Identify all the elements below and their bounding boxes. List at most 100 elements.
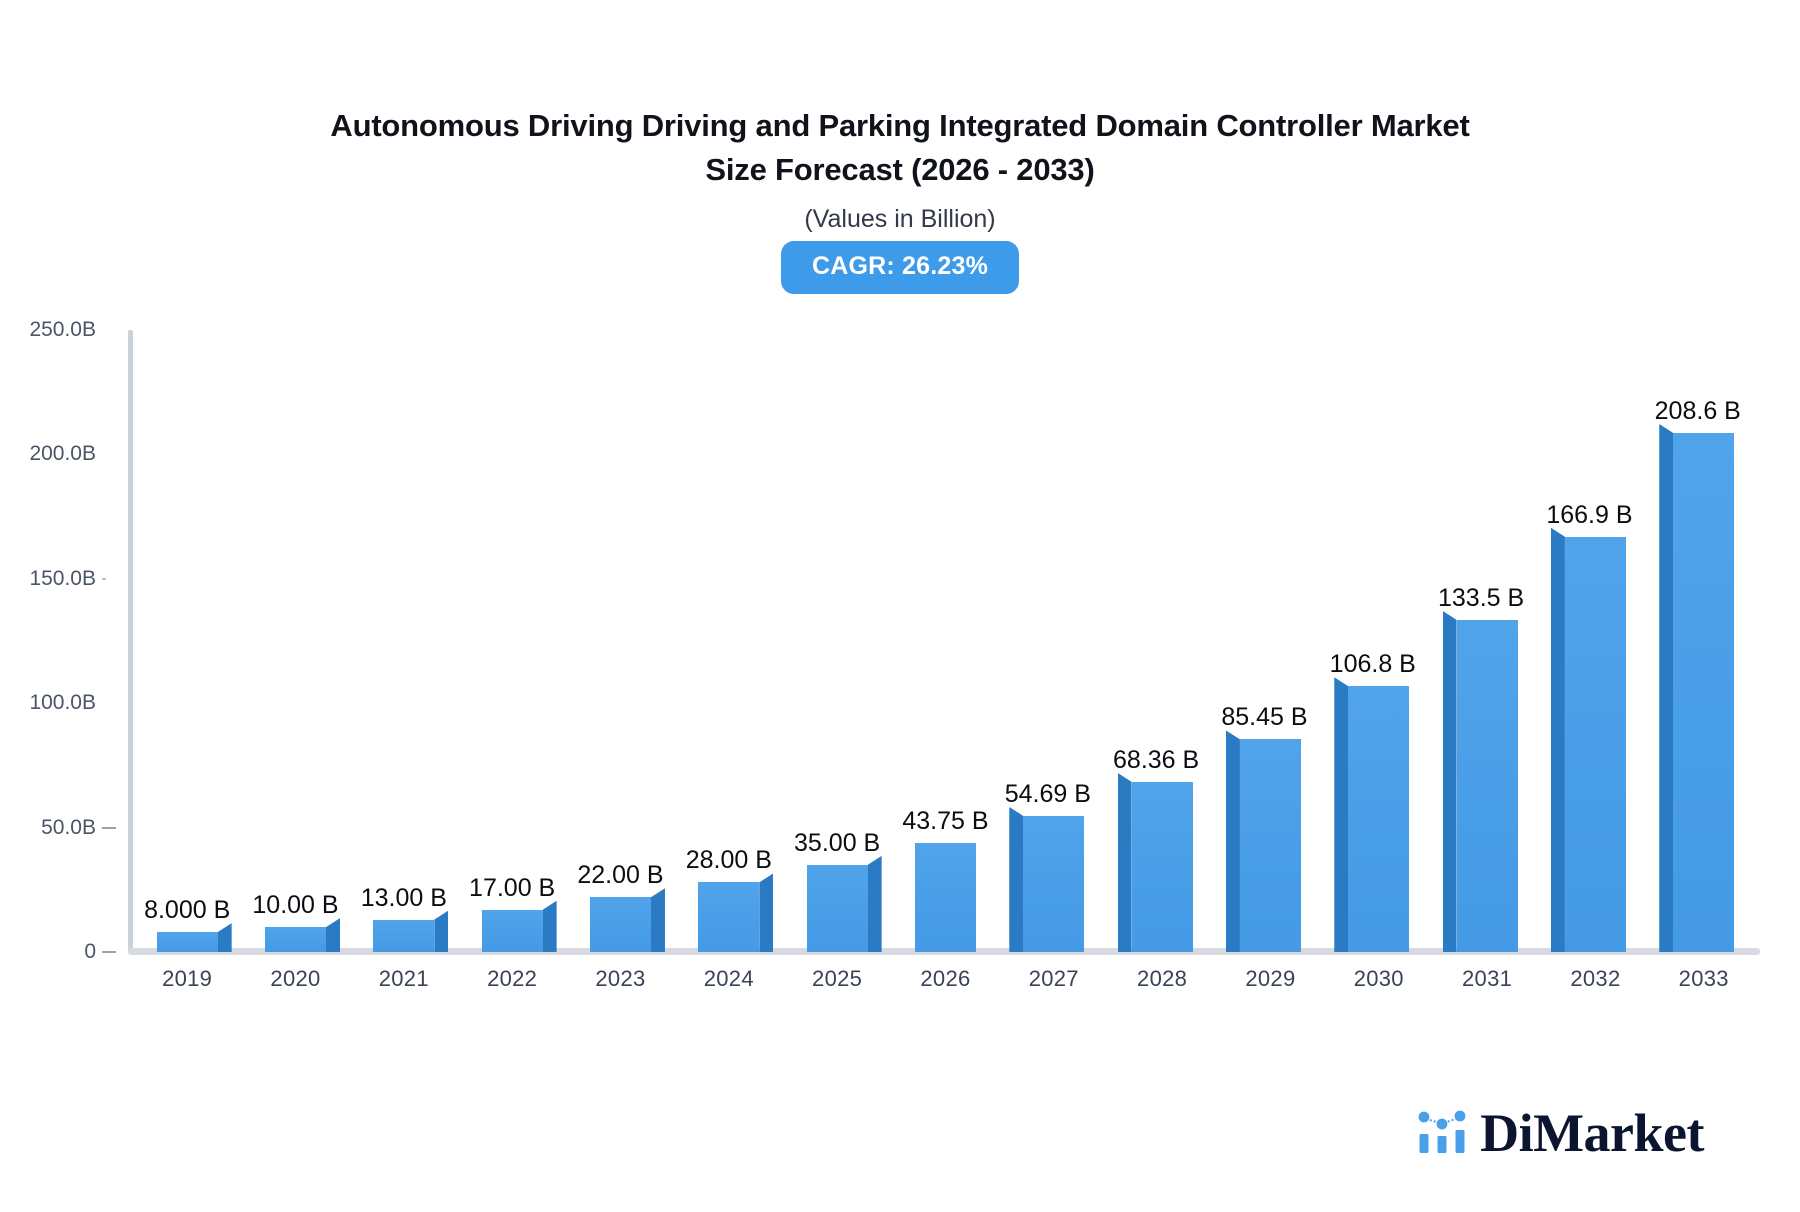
bar[interactable]: 54.69 B <box>1005 781 1091 952</box>
bar-side-face <box>1550 527 1565 952</box>
bar-slot[interactable]: 10.00 B <box>241 330 349 952</box>
bar-value-label: 68.36 B <box>1113 745 1200 774</box>
bar[interactable]: 208.6 B <box>1655 399 1741 952</box>
bar-side-face <box>650 888 665 952</box>
bar-value-label: 28.00 B <box>685 846 772 875</box>
bar[interactable]: 166.9 B <box>1546 502 1633 952</box>
cagr-badge-wrap: CAGR: 26.23% <box>0 241 1800 295</box>
bar-front-face <box>1131 781 1193 952</box>
bar-slot[interactable]: 17.00 B <box>458 330 566 952</box>
bar-value-label: 35.00 B <box>794 828 881 857</box>
x-axis-label: 2021 <box>378 966 429 991</box>
bar-value-label: 22.00 B <box>577 861 664 890</box>
bar-slot[interactable]: 8.000 B <box>133 330 241 952</box>
bar-slot[interactable]: 208.6 B <box>1650 330 1758 952</box>
x-axis-label: 2019 <box>162 966 213 991</box>
bar-front-face <box>1239 739 1301 952</box>
bar-slot[interactable]: 68.36 B <box>1108 330 1216 952</box>
y-axis-ticks: 0 50.0B 100.0B 150.0B 200.0B 250.0B <box>0 318 96 963</box>
bar[interactable]: 43.75 B <box>902 809 989 952</box>
y-axis-tick-mark <box>102 577 106 580</box>
y-axis-line <box>128 330 133 952</box>
bar-slot[interactable]: 85.45 B <box>1216 330 1324 952</box>
x-axis-label: 2031 <box>1462 966 1513 991</box>
bar-value-label: 166.9 B <box>1546 500 1633 529</box>
x-axis-label: 2026 <box>920 966 971 991</box>
bar-chart-logo-icon <box>1417 1105 1467 1160</box>
bar-side-face <box>434 910 449 952</box>
x-axis-label: 2033 <box>1678 966 1729 991</box>
y-axis-tick-mark <box>102 951 116 953</box>
x-axis-label: 2027 <box>1028 966 1079 991</box>
bar[interactable]: 8.000 B <box>144 898 232 952</box>
bar[interactable]: 28.00 B <box>686 848 774 952</box>
bar-slot[interactable]: 166.9 B <box>1541 330 1649 952</box>
brand-name: DiMarket <box>1480 1102 1704 1163</box>
y-axis-tick-label: 50.0B <box>41 815 96 839</box>
bar-front-face <box>914 843 976 952</box>
bar-front-face <box>589 897 651 952</box>
bar-series: 8.000 B 10.00 B 13.00 B 17.00 B 22.00 B 28.00… <box>133 330 1758 952</box>
y-axis-tick-label: 100.0B <box>29 691 96 715</box>
bar-slot[interactable]: 133.5 B <box>1433 330 1541 952</box>
bar-value-label: 43.75 B <box>902 807 989 836</box>
bar-side-face <box>1009 806 1024 952</box>
x-axis-label: 2029 <box>1245 966 1296 991</box>
x-axis-label: 2032 <box>1570 966 1621 991</box>
bar[interactable]: 17.00 B <box>469 875 557 952</box>
y-axis-tick-mark <box>102 826 116 829</box>
bar[interactable]: 22.00 B <box>577 863 665 952</box>
bar-value-label: 85.45 B <box>1221 703 1308 732</box>
bar-slot[interactable]: 13.00 B <box>350 330 458 952</box>
bar-slot[interactable]: 106.8 B <box>1325 330 1433 952</box>
bar-value-label: 133.5 B <box>1438 583 1525 612</box>
bar[interactable]: 35.00 B <box>794 830 882 952</box>
bar-value-label: 208.6 B <box>1654 397 1741 426</box>
bar[interactable]: 10.00 B <box>252 893 340 952</box>
plot-area: 0 50.0B 100.0B 150.0B 200.0B 250.0B 8.000 B 10… <box>0 318 1800 991</box>
bar-slot[interactable]: 22.00 B <box>566 330 674 952</box>
bar-front-face <box>1673 433 1735 952</box>
bar[interactable]: 106.8 B <box>1330 652 1416 952</box>
bar[interactable]: 85.45 B <box>1221 705 1308 952</box>
bar-side-face <box>1117 772 1132 952</box>
bar-front-face <box>373 919 435 952</box>
bar-value-label: 17.00 B <box>469 873 556 902</box>
bar-front-face <box>1023 815 1085 952</box>
bar-value-label: 54.69 B <box>1004 779 1091 808</box>
bar-front-face <box>481 909 543 952</box>
chart-subtitle: (Values in Billion) <box>804 205 996 234</box>
bar-front-face <box>806 864 868 952</box>
bar-slot[interactable]: 28.00 B <box>675 330 783 952</box>
bar-front-face <box>1564 536 1626 952</box>
bar-value-label: 13.00 B <box>360 883 447 912</box>
bar-side-face <box>759 873 774 952</box>
brand-logo: DiMarket <box>1417 1105 1704 1160</box>
bar[interactable]: 133.5 B <box>1438 585 1524 952</box>
bar[interactable]: 68.36 B <box>1113 747 1199 952</box>
bar-front-face <box>698 882 760 952</box>
bar-side-face <box>1225 730 1240 952</box>
bar-slot[interactable]: 54.69 B <box>1000 330 1108 952</box>
x-axis-label: 2024 <box>703 966 754 991</box>
y-axis-tick-label: 0 <box>84 940 96 963</box>
page-title: Autonomous Driving Driving and Parking I… <box>330 108 1470 188</box>
x-axis-label: 2020 <box>270 966 321 991</box>
y-axis-tick-label: 250.0B <box>29 318 96 341</box>
bar[interactable]: 13.00 B <box>361 885 449 952</box>
bar-side-face <box>867 855 882 952</box>
bar-front-face <box>1456 619 1518 952</box>
bar-front-face <box>1348 686 1410 952</box>
bar-side-face <box>1659 424 1674 952</box>
bar-slot[interactable]: 35.00 B <box>783 330 891 952</box>
x-axis-label: 2025 <box>812 966 863 991</box>
y-axis-tick-label: 150.0B <box>29 566 96 590</box>
bar-slot[interactable]: 43.75 B <box>891 330 999 952</box>
x-axis-label: 2028 <box>1137 966 1188 991</box>
bar-value-label: 10.00 B <box>252 891 339 920</box>
bar-front-face <box>156 932 218 952</box>
x-axis-label: 2022 <box>487 966 538 991</box>
bar-side-face <box>217 923 232 952</box>
y-axis-tick-label: 200.0B <box>29 442 96 466</box>
